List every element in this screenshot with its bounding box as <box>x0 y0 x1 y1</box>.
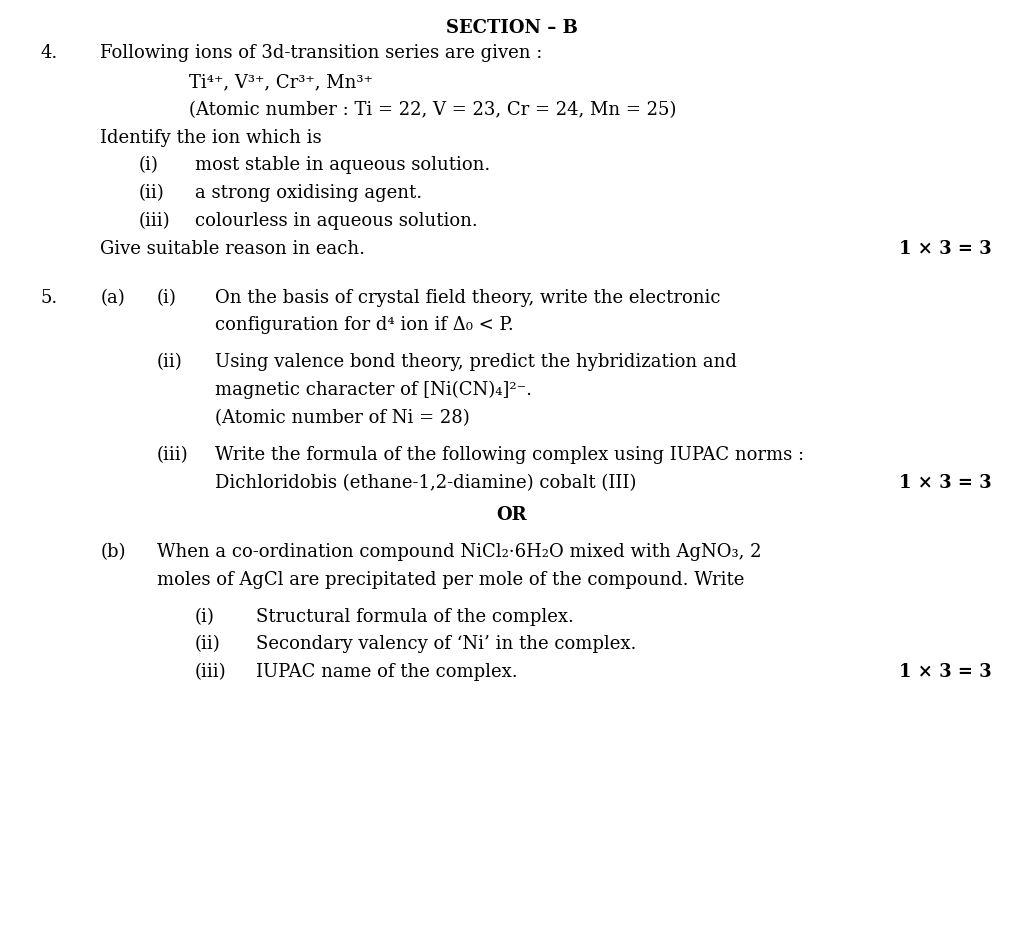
Text: (ii): (ii) <box>138 184 164 202</box>
Text: 4.: 4. <box>41 44 58 62</box>
Text: (i): (i) <box>157 289 176 306</box>
Text: Structural formula of the complex.: Structural formula of the complex. <box>256 608 573 625</box>
Text: (iii): (iii) <box>195 663 226 681</box>
Text: 1 × 3 = 3: 1 × 3 = 3 <box>899 663 991 681</box>
Text: On the basis of crystal field theory, write the electronic: On the basis of crystal field theory, wr… <box>215 289 721 306</box>
Text: Give suitable reason in each.: Give suitable reason in each. <box>100 240 366 257</box>
Text: 5.: 5. <box>41 289 58 306</box>
Text: OR: OR <box>497 506 527 524</box>
Text: (ii): (ii) <box>157 353 182 371</box>
Text: IUPAC name of the complex.: IUPAC name of the complex. <box>256 663 517 681</box>
Text: (iii): (iii) <box>157 446 188 463</box>
Text: Secondary valency of ‘Ni’ in the complex.: Secondary valency of ‘Ni’ in the complex… <box>256 635 636 653</box>
Text: (i): (i) <box>138 156 158 174</box>
Text: most stable in aqueous solution.: most stable in aqueous solution. <box>195 156 489 174</box>
Text: configuration for d⁴ ion if Δ₀ < P.: configuration for d⁴ ion if Δ₀ < P. <box>215 316 514 334</box>
Text: Identify the ion which is: Identify the ion which is <box>100 129 322 146</box>
Text: (Atomic number : Ti = 22, V = 23, Cr = 24, Mn = 25): (Atomic number : Ti = 22, V = 23, Cr = 2… <box>189 101 677 118</box>
Text: Write the formula of the following complex using IUPAC norms :: Write the formula of the following compl… <box>215 446 804 463</box>
Text: Ti⁴⁺, V³⁺, Cr³⁺, Mn³⁺: Ti⁴⁺, V³⁺, Cr³⁺, Mn³⁺ <box>189 73 374 91</box>
Text: Using valence bond theory, predict the hybridization and: Using valence bond theory, predict the h… <box>215 353 737 371</box>
Text: 1 × 3 = 3: 1 × 3 = 3 <box>899 240 991 257</box>
Text: a strong oxidising agent.: a strong oxidising agent. <box>195 184 422 202</box>
Text: 1 × 3 = 3: 1 × 3 = 3 <box>899 474 991 491</box>
Text: magnetic character of [Ni(CN)₄]²⁻.: magnetic character of [Ni(CN)₄]²⁻. <box>215 381 532 400</box>
Text: colourless in aqueous solution.: colourless in aqueous solution. <box>195 212 477 229</box>
Text: (i): (i) <box>195 608 214 625</box>
Text: When a co-ordination compound NiCl₂·6H₂O mixed with AgNO₃, 2: When a co-ordination compound NiCl₂·6H₂O… <box>157 543 761 561</box>
Text: (b): (b) <box>100 543 126 561</box>
Text: (iii): (iii) <box>138 212 170 229</box>
Text: (Atomic number of Ni = 28): (Atomic number of Ni = 28) <box>215 409 470 426</box>
Text: SECTION – B: SECTION – B <box>446 19 578 37</box>
Text: (ii): (ii) <box>195 635 220 653</box>
Text: moles of AgCl are precipitated per mole of the compound. Write: moles of AgCl are precipitated per mole … <box>157 571 744 588</box>
Text: Dichloridobis (ethane-1,2-diamine) cobalt (III): Dichloridobis (ethane-1,2-diamine) cobal… <box>215 474 636 491</box>
Text: (a): (a) <box>100 289 125 306</box>
Text: Following ions of 3d-transition series are given :: Following ions of 3d-transition series a… <box>100 44 543 62</box>
